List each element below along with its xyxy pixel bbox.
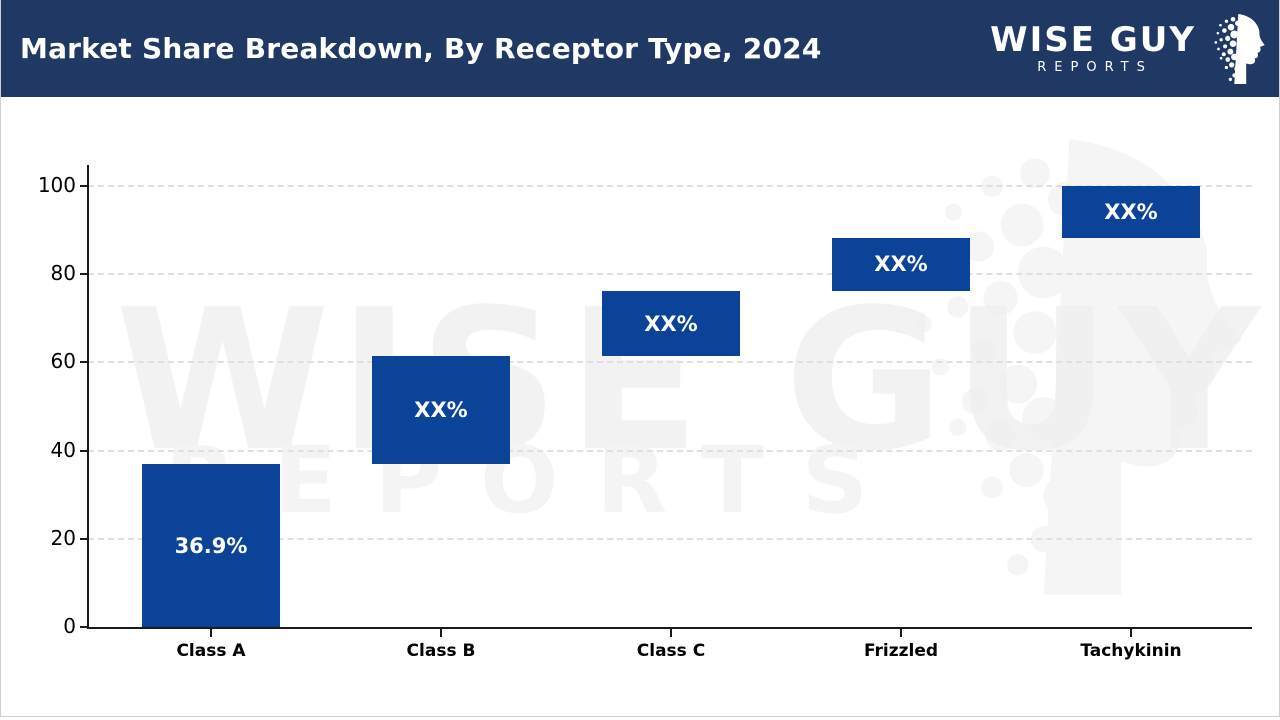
y-tick-mark	[80, 537, 88, 540]
bar-value-label-tachykinin: XX%	[1104, 200, 1158, 225]
x-axis-label-class-b: Class B	[406, 641, 476, 661]
x-axis-line	[87, 627, 1252, 629]
y-tick-mark	[80, 626, 88, 628]
y-tick-mark	[80, 185, 88, 187]
watermark-text-line2: REPORTS	[165, 427, 907, 534]
y-tick-label: 40	[50, 437, 76, 462]
y-axis-line	[87, 165, 89, 629]
y-tick-label: 80	[50, 261, 76, 286]
y-tick-mark	[80, 361, 88, 364]
x-axis-label-class-c: Class C	[636, 641, 706, 661]
bar-value-label-class-c: XX%	[644, 311, 698, 336]
bar-class-c: XX%	[602, 290, 740, 357]
bar-frizzled: XX%	[832, 238, 970, 291]
x-tick-mark	[210, 629, 212, 637]
bar-class-b: XX%	[372, 356, 510, 465]
bar-value-label-class-b: XX%	[414, 398, 468, 423]
gridline-80	[88, 273, 1252, 276]
y-tick-label: 100	[37, 173, 76, 197]
y-tick-label: 60	[50, 349, 76, 374]
bar-class-a: 36.9%	[142, 464, 280, 627]
logo-wordmark: WISE GUY	[990, 20, 1196, 61]
logo-subtitle: REPORTS	[1037, 59, 1153, 75]
y-tick-mark	[80, 449, 88, 452]
y-tick-mark	[80, 273, 88, 276]
x-tick-mark	[1130, 629, 1132, 637]
bar-value-label-frizzled: XX%	[874, 252, 928, 277]
gridline-40	[88, 449, 1252, 452]
wiseguy-logo-text: WISE GUY REPORTS	[990, 20, 1196, 75]
x-axis-label-tachykinin: Tachykinin	[1080, 641, 1182, 661]
gridline-60	[88, 361, 1252, 364]
x-tick-mark	[440, 629, 442, 637]
x-axis-label-frizzled: Frizzled	[863, 641, 939, 661]
bar-value-label-class-a: 36.9%	[174, 533, 248, 558]
chart-title: Market Share Breakdown, By Receptor Type…	[20, 32, 822, 65]
wiseguy-logo: WISE GUY REPORTS	[990, 8, 1266, 90]
y-tick-label: 20	[50, 525, 76, 550]
header-bar: Market Share Breakdown, By Receptor Type…	[0, 0, 1280, 97]
y-tick-label: 0	[63, 614, 76, 638]
x-axis-label-class-a: Class A	[176, 641, 246, 661]
gridline-20	[88, 537, 1252, 540]
bar-tachykinin: XX%	[1062, 186, 1200, 239]
x-tick-mark	[670, 629, 672, 637]
x-tick-mark	[900, 629, 902, 637]
gridline-100	[88, 185, 1252, 187]
